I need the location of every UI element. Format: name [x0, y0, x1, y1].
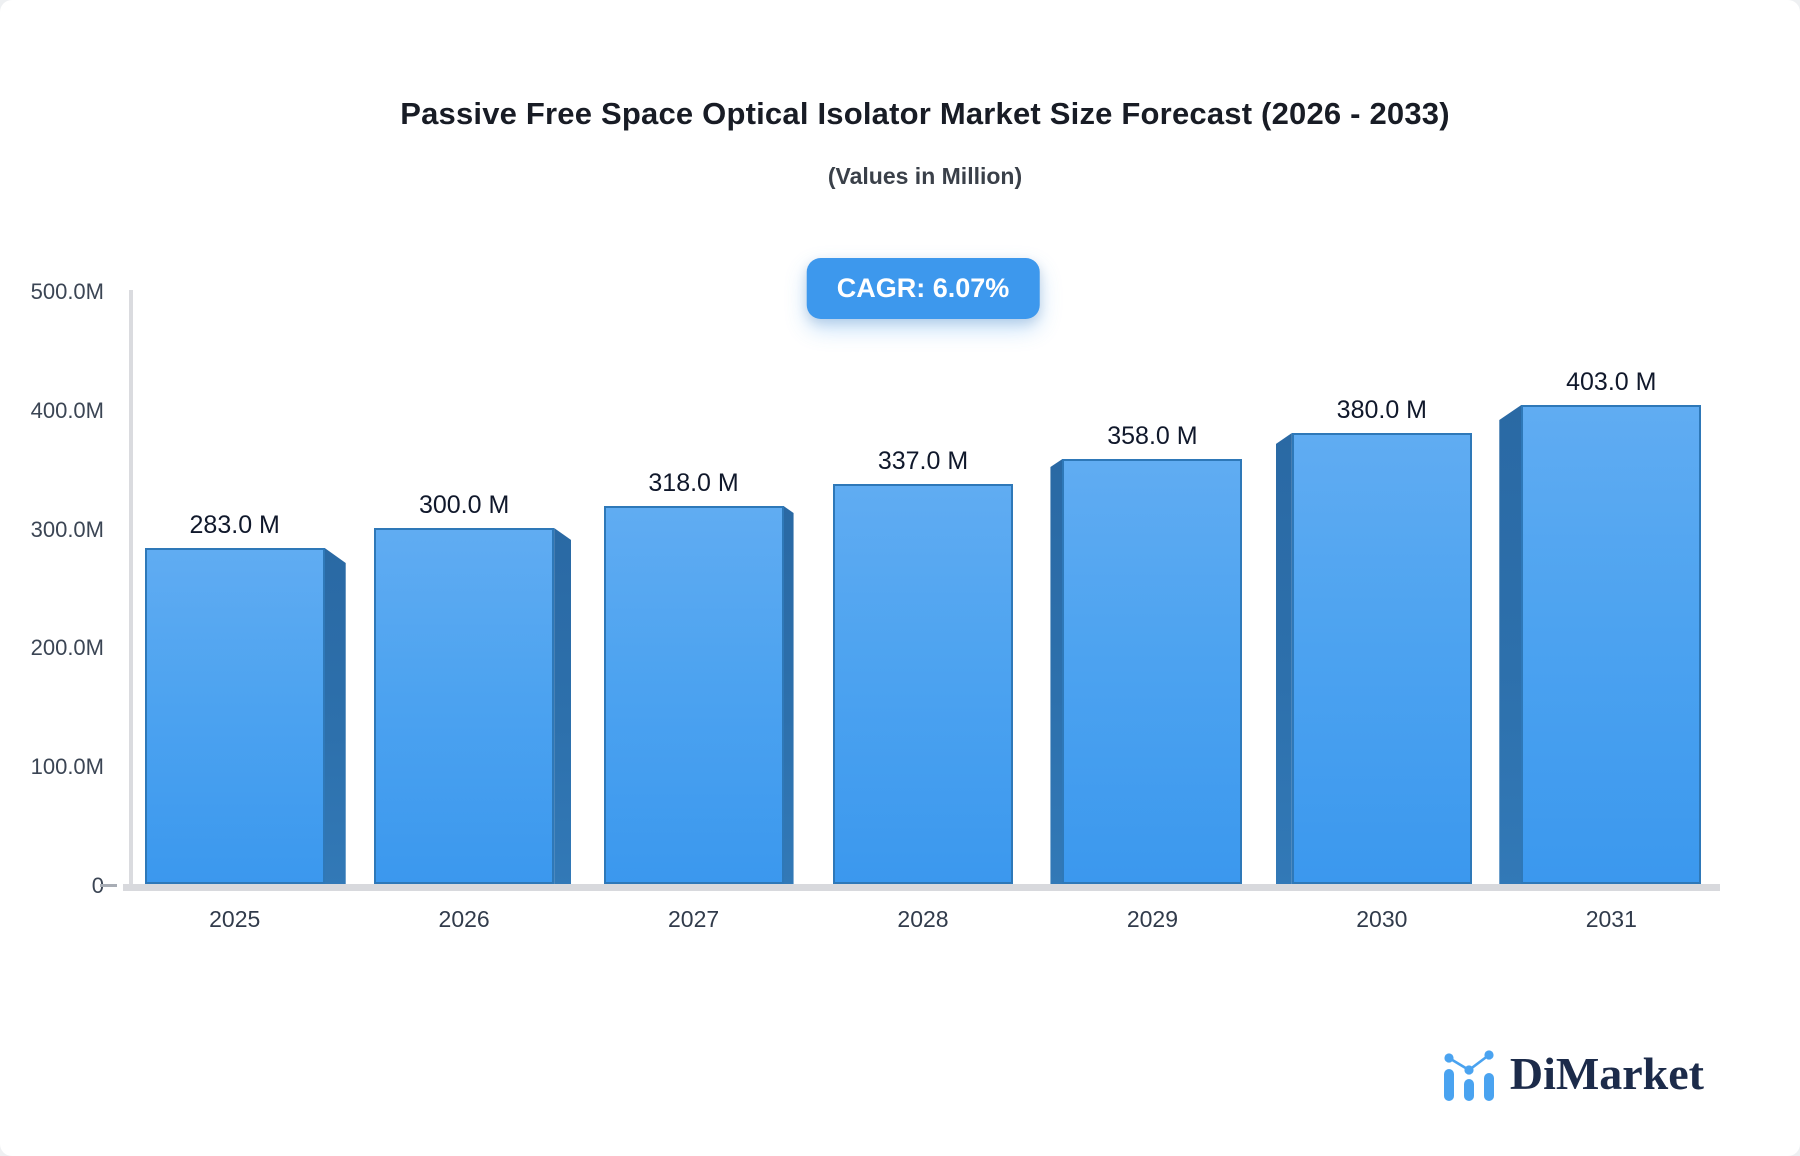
y-axis-labels: 500.0M 400.0M 300.0M 200.0M 100.0M 0: [0, 279, 104, 898]
x-axis-category-label: 2027: [667, 906, 720, 932]
bar-value-label: 358.0 M: [1107, 422, 1198, 450]
x-axis-category-label: 2031: [1585, 906, 1637, 932]
bar-value-label: 380.0 M: [1336, 396, 1428, 424]
y-axis-line: [129, 290, 133, 886]
bar-2027: 318.0 M 2027: [579, 469, 808, 932]
bar-value-label: 318.0 M: [648, 469, 739, 497]
y-axis-tick-label: 200.0M: [30, 635, 104, 661]
chart-title: Passive Free Space Optical Isolator Mark…: [400, 96, 1450, 131]
x-axis-category-label: 2026: [438, 906, 490, 932]
bar-face: [374, 528, 555, 884]
y-axis-tick-label: 100.0M: [30, 754, 104, 780]
brand-logo-text: DiMarket: [1509, 1048, 1704, 1099]
bar-2025: 283.0 M 2025: [120, 511, 349, 932]
bar-2026: 300.0 M 2026: [349, 491, 578, 932]
cagr-badge: CAGR: 6.07%: [806, 258, 1040, 319]
bar-3d-side: [1499, 405, 1522, 884]
y-axis-tick-label: 400.0M: [30, 397, 104, 423]
bar-face: [1062, 459, 1243, 884]
y-axis-tick-label: 500.0M: [30, 279, 104, 304]
bar-2030: 380.0 M 2030: [1267, 396, 1496, 932]
x-axis-category-label: 2028: [897, 906, 949, 932]
bar-face: [1291, 433, 1472, 884]
bar-chart-logo-icon: [1443, 1050, 1494, 1101]
plot-area: 283.0 M 2025 300.0 M 2026 318.0 M 2027 337.0 M…: [120, 290, 1726, 932]
zero-tick-mark: [100, 884, 117, 887]
bar-face: [144, 548, 325, 884]
bar-value-label: 283.0 M: [189, 511, 280, 539]
x-axis-category-label: 2030: [1356, 906, 1408, 932]
y-axis-tick-label: 0: [91, 873, 104, 898]
bar-value-label: 300.0 M: [418, 491, 510, 519]
bar-3d-side: [783, 506, 794, 884]
bar-3d-side: [1275, 433, 1292, 884]
bar-3d-side: [554, 528, 572, 884]
bar-value-label: 403.0 M: [1566, 368, 1657, 396]
y-axis-tick-label: 300.0M: [30, 516, 104, 542]
bar-value-label: 337.0 M: [877, 447, 969, 475]
x-axis-baseline: [123, 884, 1720, 891]
bar-2029: 358.0 M 2029: [1038, 422, 1267, 932]
brand-logo: DiMarket: [1440, 1046, 1704, 1102]
x-axis-category-label: 2025: [209, 906, 261, 932]
bar-3d-side: [1050, 459, 1063, 884]
bar-3d-side: [324, 548, 346, 884]
bar-face: [603, 506, 784, 884]
bar-2028: 337.0 M 2028: [808, 447, 1037, 932]
bar-face: [832, 484, 1013, 884]
chart-subtitle: (Values in Million): [827, 163, 1023, 189]
bar-2031: 403.0 M 2031: [1497, 368, 1726, 932]
x-axis-category-label: 2029: [1126, 906, 1179, 932]
bar-face: [1521, 405, 1702, 884]
